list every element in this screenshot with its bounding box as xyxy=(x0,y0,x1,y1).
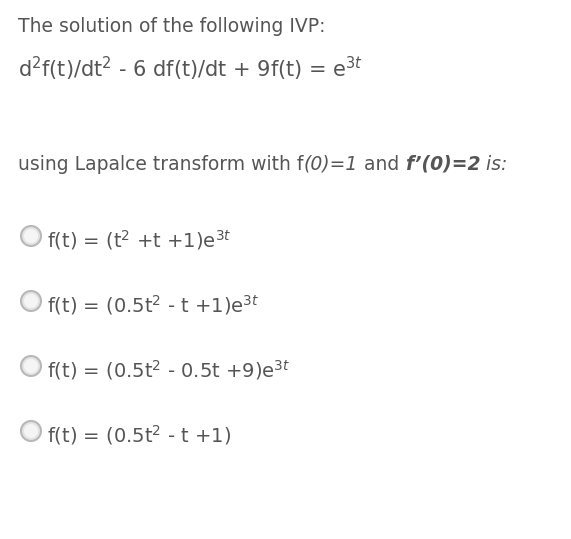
Text: and: and xyxy=(357,155,405,174)
Text: f(t) = (0.5t$^2$ - t +1)e$^{3t}$: f(t) = (0.5t$^2$ - t +1)e$^{3t}$ xyxy=(47,293,259,317)
Text: d$^2$f(t)/dt$^2$ - 6 df(t)/dt + 9f(t) = e$^{3t}$: d$^2$f(t)/dt$^2$ - 6 df(t)/dt + 9f(t) = … xyxy=(18,55,363,83)
Circle shape xyxy=(24,359,38,373)
Circle shape xyxy=(21,421,41,441)
Circle shape xyxy=(24,424,38,438)
Text: f’(0)=2: f’(0)=2 xyxy=(405,155,480,174)
Text: f(t) = (t$^2$ +t +1)e$^{3t}$: f(t) = (t$^2$ +t +1)e$^{3t}$ xyxy=(47,228,231,252)
Text: The solution of the following IVP:: The solution of the following IVP: xyxy=(18,17,325,36)
Circle shape xyxy=(24,229,38,243)
Circle shape xyxy=(24,294,38,308)
Text: (0)=1: (0)=1 xyxy=(303,155,357,174)
Circle shape xyxy=(21,226,41,246)
Text: f(t) = (0.5t$^2$ - 0.5t +9)e$^{3t}$: f(t) = (0.5t$^2$ - 0.5t +9)e$^{3t}$ xyxy=(47,358,291,382)
Circle shape xyxy=(21,356,41,376)
Text: is:: is: xyxy=(480,155,508,174)
Circle shape xyxy=(21,291,41,311)
Text: using Lapalce transform with f: using Lapalce transform with f xyxy=(18,155,303,174)
Text: f(t) = (0.5t$^2$ - t +1): f(t) = (0.5t$^2$ - t +1) xyxy=(47,423,231,447)
